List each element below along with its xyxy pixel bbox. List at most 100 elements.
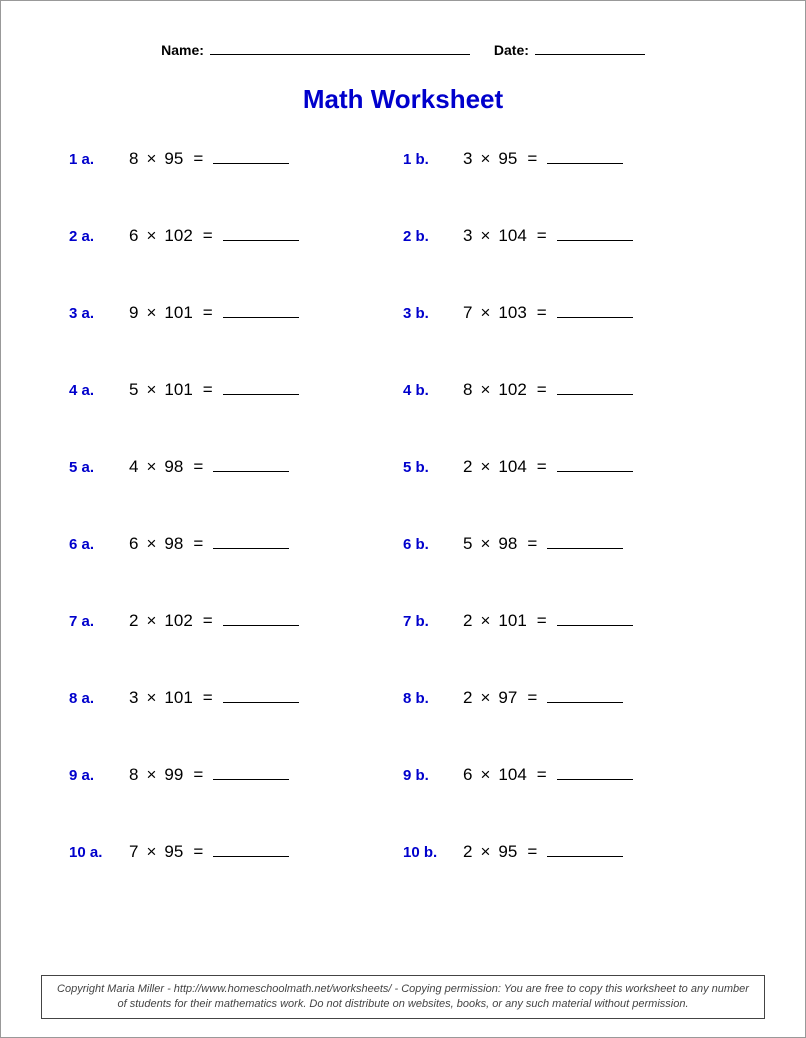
operand-right: 98 — [164, 534, 183, 554]
header-line: Name: Date: — [51, 41, 755, 58]
problem-row: 4 a.5 × 101 =4 b.8 × 102 = — [69, 380, 737, 400]
operator: × — [142, 611, 160, 631]
problem-label: 4 a. — [69, 382, 129, 399]
answer-blank[interactable] — [557, 614, 633, 626]
problem-label: 8 a. — [69, 690, 129, 707]
operand-left: 8 — [129, 149, 138, 169]
equals-sign: = — [197, 303, 213, 323]
equals-sign: = — [187, 457, 203, 477]
equals-sign: = — [531, 380, 547, 400]
operator: × — [142, 380, 160, 400]
answer-blank[interactable] — [213, 152, 289, 164]
operand-right: 102 — [498, 380, 526, 400]
operand-right: 101 — [164, 380, 192, 400]
equals-sign: = — [531, 611, 547, 631]
problem-cell: 9 b.6 × 104 = — [403, 765, 737, 785]
problem-row: 3 a.9 × 101 =3 b.7 × 103 = — [69, 303, 737, 323]
operator: × — [476, 611, 494, 631]
operand-left: 4 — [129, 457, 138, 477]
operand-right: 104 — [498, 765, 526, 785]
operator: × — [142, 534, 160, 554]
operator: × — [476, 457, 494, 477]
answer-blank[interactable] — [213, 460, 289, 472]
date-blank[interactable] — [535, 41, 645, 55]
operand-right: 98 — [498, 534, 517, 554]
answer-blank[interactable] — [557, 768, 633, 780]
problem-label: 10 b. — [403, 844, 463, 861]
answer-blank[interactable] — [557, 306, 633, 318]
operand-left: 2 — [463, 611, 472, 631]
problem-label: 1 a. — [69, 151, 129, 168]
equals-sign: = — [521, 534, 537, 554]
problem-label: 9 a. — [69, 767, 129, 784]
operand-right: 101 — [498, 611, 526, 631]
operand-right: 101 — [164, 688, 192, 708]
answer-blank[interactable] — [547, 691, 623, 703]
problem-label: 10 a. — [69, 844, 129, 861]
problem-row: 1 a.8 × 95 =1 b.3 × 95 = — [69, 149, 737, 169]
answer-blank[interactable] — [223, 383, 299, 395]
equals-sign: = — [197, 611, 213, 631]
problem-cell: 3 a.9 × 101 = — [69, 303, 403, 323]
operand-right: 95 — [164, 149, 183, 169]
operator: × — [476, 842, 494, 862]
answer-blank[interactable] — [213, 768, 289, 780]
answer-blank[interactable] — [557, 383, 633, 395]
problem-expression: 5 × 98 = — [463, 534, 623, 554]
operand-left: 6 — [129, 226, 138, 246]
operand-left: 3 — [463, 149, 472, 169]
problem-cell: 4 b.8 × 102 = — [403, 380, 737, 400]
operator: × — [476, 226, 494, 246]
problem-expression: 3 × 101 = — [129, 688, 299, 708]
problem-cell: 6 b.5 × 98 = — [403, 534, 737, 554]
answer-blank[interactable] — [557, 460, 633, 472]
answer-blank[interactable] — [547, 537, 623, 549]
problem-expression: 6 × 98 = — [129, 534, 289, 554]
operand-right: 95 — [164, 842, 183, 862]
problem-cell: 10 b.2 × 95 = — [403, 842, 737, 862]
problem-cell: 2 b.3 × 104 = — [403, 226, 737, 246]
name-label: Name: — [161, 42, 204, 58]
answer-blank[interactable] — [557, 229, 633, 241]
problem-cell: 8 b.2 × 97 = — [403, 688, 737, 708]
equals-sign: = — [197, 688, 213, 708]
operator: × — [142, 457, 160, 477]
problem-label: 3 a. — [69, 305, 129, 322]
problem-cell: 9 a.8 × 99 = — [69, 765, 403, 785]
problem-label: 5 b. — [403, 459, 463, 476]
problem-cell: 8 a.3 × 101 = — [69, 688, 403, 708]
date-label: Date: — [494, 42, 529, 58]
answer-blank[interactable] — [223, 229, 299, 241]
answer-blank[interactable] — [213, 537, 289, 549]
equals-sign: = — [197, 226, 213, 246]
problem-expression: 8 × 102 = — [463, 380, 633, 400]
operand-right: 99 — [164, 765, 183, 785]
answer-blank[interactable] — [223, 306, 299, 318]
answer-blank[interactable] — [547, 845, 623, 857]
answer-blank[interactable] — [213, 845, 289, 857]
operator: × — [142, 765, 160, 785]
operand-left: 2 — [463, 688, 472, 708]
answer-blank[interactable] — [223, 614, 299, 626]
problem-row: 9 a.8 × 99 =9 b.6 × 104 = — [69, 765, 737, 785]
operator: × — [476, 765, 494, 785]
problem-expression: 3 × 95 = — [463, 149, 623, 169]
operand-right: 104 — [498, 457, 526, 477]
problem-label: 8 b. — [403, 690, 463, 707]
operand-left: 2 — [463, 457, 472, 477]
operand-left: 5 — [463, 534, 472, 554]
problem-row: 5 a.4 × 98 =5 b.2 × 104 = — [69, 457, 737, 477]
answer-blank[interactable] — [547, 152, 623, 164]
operand-right: 102 — [164, 611, 192, 631]
name-blank[interactable] — [210, 41, 470, 55]
operand-right: 95 — [498, 149, 517, 169]
problem-cell: 5 a.4 × 98 = — [69, 457, 403, 477]
problem-expression: 2 × 102 = — [129, 611, 299, 631]
operand-right: 97 — [498, 688, 517, 708]
answer-blank[interactable] — [223, 691, 299, 703]
operand-left: 9 — [129, 303, 138, 323]
problem-label: 6 a. — [69, 536, 129, 553]
equals-sign: = — [531, 303, 547, 323]
problem-expression: 9 × 101 = — [129, 303, 299, 323]
problem-cell: 3 b.7 × 103 = — [403, 303, 737, 323]
